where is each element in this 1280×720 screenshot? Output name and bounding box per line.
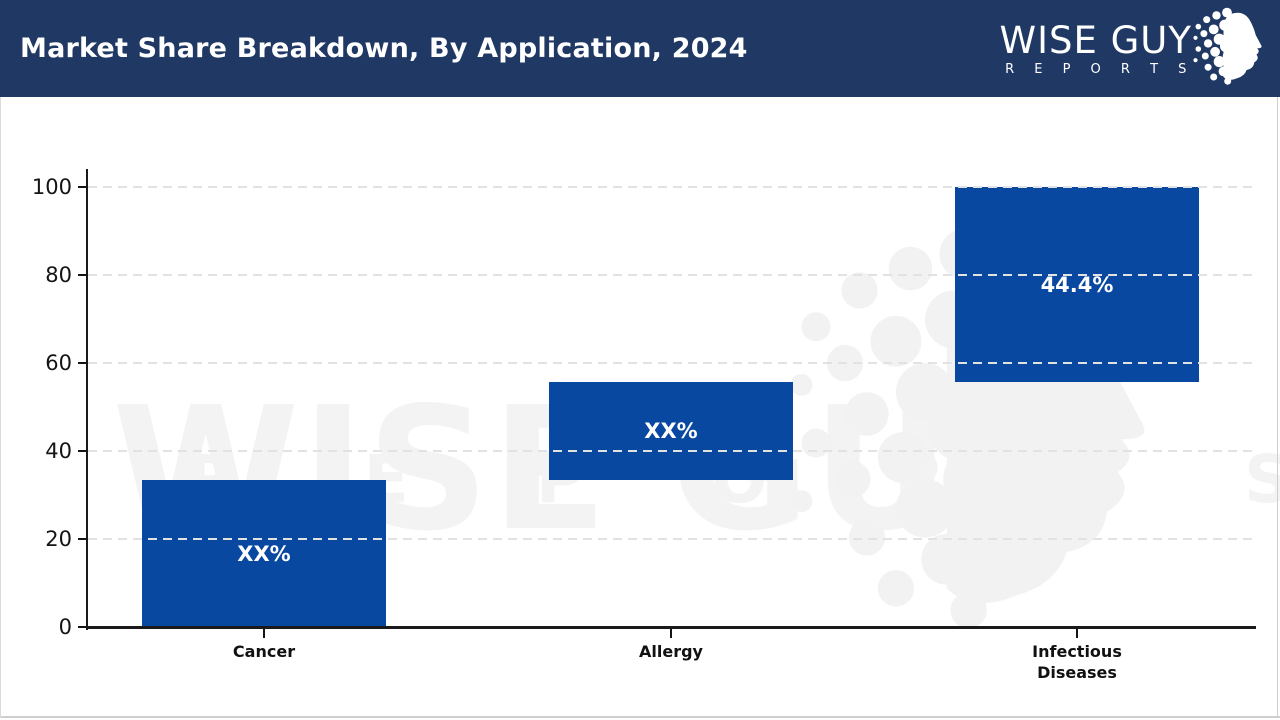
y-tick-0	[78, 626, 86, 628]
y-tick-label-80: 80	[45, 263, 72, 287]
x-tick-3	[1076, 629, 1078, 638]
y-tick-60	[78, 362, 86, 364]
frame-line-left	[0, 97, 1, 718]
y-tick-20	[78, 538, 86, 540]
gridline-y100	[88, 186, 1252, 188]
y-tick-label-20: 20	[45, 527, 72, 551]
x-tick-2	[670, 629, 672, 638]
bar-value-label: XX%	[237, 541, 291, 566]
page-title: Market Share Breakdown, By Application, …	[20, 33, 748, 64]
logo-wordmark: WISE GUY	[999, 18, 1192, 62]
x-axis-line	[86, 626, 1256, 629]
chart-area: WISE GUY R E P O R T S 020406080100XX%XX…	[0, 97, 1280, 720]
header: Market Share Breakdown, By Application, …	[0, 0, 1280, 97]
x-tick-1	[263, 629, 265, 638]
wiseguy-logo: WISE GUY R E P O R T S	[1000, 7, 1266, 91]
frame-line-bottom	[0, 716, 1280, 718]
bar-cancer	[142, 480, 386, 627]
gridline-y80	[88, 274, 1252, 276]
bar-infectious-diseases	[955, 187, 1199, 383]
bar-value-label: 44.4%	[1040, 272, 1114, 297]
y-tick-label-40: 40	[45, 439, 72, 463]
logo-face-icon	[1193, 7, 1262, 85]
y-tick-100	[78, 186, 86, 188]
frame-line-right	[1277, 97, 1278, 718]
y-tick-label-100: 100	[31, 175, 72, 199]
logo-subtext: R E P O R T S	[1005, 61, 1195, 77]
gridline-y20	[88, 538, 1252, 540]
y-axis-line	[86, 169, 88, 630]
y-tick-label-0: 0	[58, 615, 72, 639]
y-tick-40	[78, 450, 86, 452]
y-tick-80	[78, 274, 86, 276]
bar-allergy	[549, 382, 793, 481]
logo-text: WISE GUY R E P O R T S	[1000, 22, 1192, 76]
x-category-label: Allergy	[639, 642, 703, 661]
bar-value-label: XX%	[644, 419, 698, 444]
gridline-y60	[88, 362, 1252, 364]
x-category-label: Cancer	[232, 642, 296, 661]
y-tick-label-60: 60	[45, 351, 72, 375]
gridline-y40	[88, 450, 1252, 452]
x-category-label: Infectious Diseases	[1032, 642, 1122, 682]
